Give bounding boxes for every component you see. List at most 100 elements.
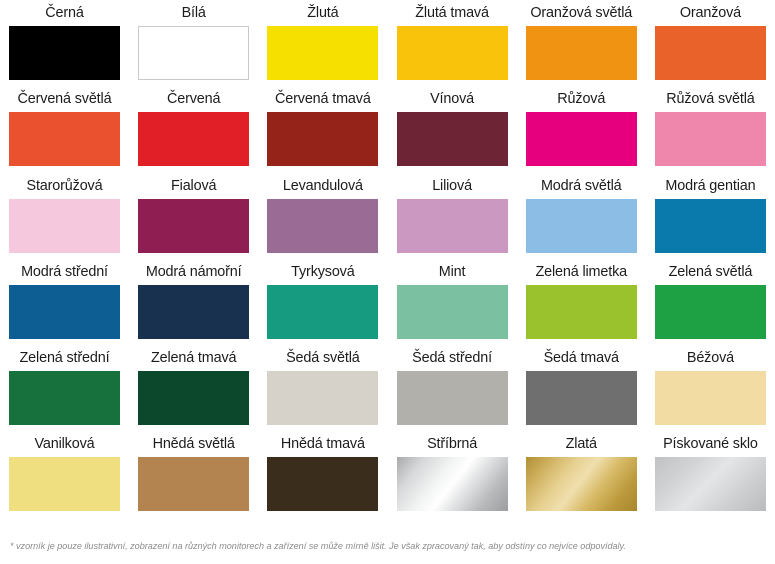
swatch-cell[interactable]: Zlatá [525, 431, 655, 517]
swatch-chip[interactable] [267, 198, 379, 253]
swatch-cell[interactable]: Tyrkysová [267, 259, 396, 345]
swatch-cell[interactable]: Červená tmavá [267, 86, 396, 172]
swatch-cell[interactable]: Vínová [396, 86, 526, 172]
swatch-label: Modrá námořní [145, 263, 242, 280]
swatch-chip[interactable] [138, 26, 250, 80]
swatch-chip[interactable] [267, 26, 379, 80]
swatch-cell[interactable]: Šedá střední [396, 345, 526, 431]
swatch-label: Fialová [171, 177, 217, 194]
swatch-chip[interactable] [138, 198, 250, 253]
swatch-chip[interactable] [525, 457, 637, 512]
swatch-label: Růžová světlá [666, 91, 755, 108]
swatch-cell[interactable]: Červená [138, 86, 267, 172]
swatch-cell[interactable]: Modrá světlá [525, 173, 655, 259]
swatch-cell[interactable]: Šedá světlá [267, 345, 396, 431]
swatch-cell[interactable]: Modrá námořní [138, 259, 267, 345]
swatch-chip[interactable] [654, 26, 766, 80]
swatch-cell[interactable]: Růžová [525, 86, 655, 172]
swatch-label: Levandulová [282, 177, 363, 194]
swatch-chip[interactable] [138, 112, 250, 167]
swatch-cell[interactable]: Liliová [396, 173, 526, 259]
swatch-chip[interactable] [525, 371, 637, 426]
swatch-chip[interactable] [654, 112, 766, 167]
swatch-label: Červená tmavá [275, 91, 371, 108]
swatch-chip[interactable] [9, 457, 120, 512]
swatch-chip[interactable] [9, 284, 120, 339]
swatch-label: Žlutá tmavá [415, 5, 489, 21]
swatch-cell[interactable]: Fialová [138, 173, 267, 259]
swatch-chip[interactable] [267, 371, 379, 426]
swatch-cell[interactable]: Starorůžová [9, 173, 138, 259]
swatch-label: Hnědá tmavá [280, 436, 365, 453]
swatch-label: Zelená světlá [668, 263, 753, 280]
swatch-label: Šedá střední [412, 350, 492, 367]
swatch-chip[interactable] [267, 457, 379, 512]
swatch-label: Červená světlá [17, 91, 112, 108]
swatch-chip[interactable] [9, 112, 120, 167]
swatch-cell[interactable]: Šedá tmavá [525, 345, 655, 431]
swatch-chip[interactable] [396, 457, 508, 512]
footnote-disclaimer: * vzorník je pouze ilustrativní, zobraze… [10, 541, 626, 551]
swatch-chip[interactable] [396, 284, 508, 339]
swatch-label: Zlatá [565, 436, 597, 453]
swatch-label: Bílá [181, 5, 206, 21]
swatch-chip[interactable] [654, 457, 766, 512]
swatch-cell[interactable]: Bílá [138, 0, 267, 86]
swatch-label: Mint [438, 263, 466, 280]
swatch-cell[interactable]: Vanilková [9, 431, 138, 517]
swatch-cell[interactable]: Zelená střední [9, 345, 138, 431]
swatch-label: Vínová [430, 91, 475, 108]
swatch-chip[interactable] [654, 371, 766, 426]
swatch-cell[interactable]: Růžová světlá [654, 86, 775, 172]
swatch-label: Zelená limetka [535, 263, 628, 280]
swatch-cell[interactable]: Modrá gentian [654, 173, 775, 259]
swatch-chip[interactable] [654, 284, 766, 339]
swatch-cell[interactable]: Zelená světlá [654, 259, 775, 345]
swatch-cell[interactable]: Oranžová světlá [525, 0, 655, 86]
swatch-cell[interactable]: Žlutá [267, 0, 396, 86]
swatch-cell[interactable]: Žlutá tmavá [396, 0, 526, 86]
swatch-chip[interactable] [138, 457, 250, 512]
swatch-cell[interactable]: Levandulová [267, 173, 396, 259]
swatch-chip[interactable] [396, 198, 508, 253]
swatch-chip[interactable] [654, 198, 766, 253]
swatch-label: Liliová [432, 177, 472, 194]
swatch-cell[interactable]: Oranžová [654, 0, 775, 86]
swatch-label: Starorůžová [26, 177, 103, 194]
swatch-label: Béžová [686, 350, 734, 367]
swatch-chip[interactable] [525, 198, 637, 253]
swatch-cell[interactable]: Stříbrná [396, 431, 526, 517]
swatch-cell[interactable]: Mint [396, 259, 526, 345]
swatch-cell[interactable]: Černá [9, 0, 138, 86]
swatch-label: Stříbrná [427, 436, 478, 453]
swatch-chip[interactable] [138, 371, 250, 426]
swatch-chip[interactable] [525, 26, 637, 80]
swatch-chip[interactable] [525, 112, 637, 167]
swatch-label: Zelená střední [19, 350, 110, 367]
swatch-label: Zelená tmavá [150, 350, 237, 367]
swatch-label: Oranžová [679, 5, 742, 21]
swatch-cell[interactable]: Pískované sklo [654, 431, 775, 517]
swatch-label: Modrá střední [21, 263, 108, 280]
swatch-cell[interactable]: Hnědá světlá [138, 431, 267, 517]
swatch-cell[interactable]: Zelená limetka [525, 259, 655, 345]
swatch-chip[interactable] [396, 371, 508, 426]
swatch-chip[interactable] [9, 371, 120, 426]
swatch-cell[interactable]: Modrá střední [9, 259, 138, 345]
swatch-cell[interactable]: Béžová [654, 345, 775, 431]
swatch-chip[interactable] [396, 112, 508, 167]
swatch-cell[interactable]: Červená světlá [9, 86, 138, 172]
swatch-chip[interactable] [267, 112, 379, 167]
swatch-chip[interactable] [9, 26, 120, 80]
swatch-chip[interactable] [9, 198, 120, 253]
swatch-cell[interactable]: Zelená tmavá [138, 345, 267, 431]
swatch-cell[interactable]: Hnědá tmavá [267, 431, 396, 517]
swatch-label: Šedá světlá [286, 350, 360, 367]
swatch-chip[interactable] [396, 26, 508, 80]
swatch-label: Modrá světlá [540, 177, 622, 194]
swatch-label: Vanilková [34, 436, 95, 453]
swatch-chip[interactable] [525, 284, 637, 339]
swatch-chip[interactable] [267, 284, 379, 339]
swatch-chip[interactable] [138, 284, 250, 339]
